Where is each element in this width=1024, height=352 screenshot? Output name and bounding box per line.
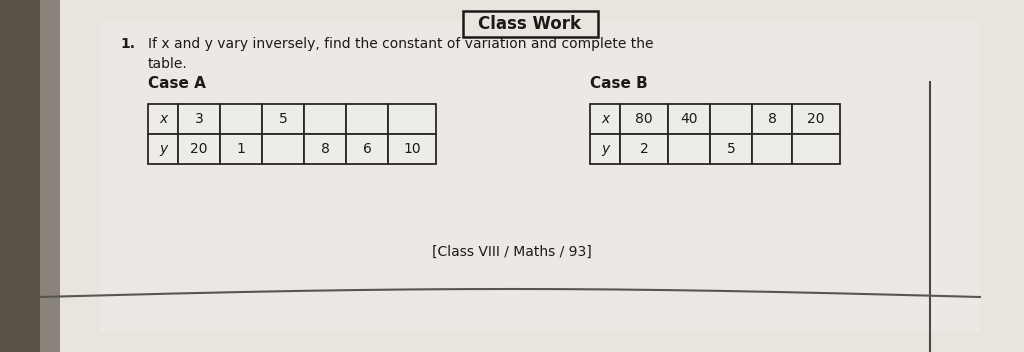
Bar	[590, 134, 620, 164]
Bar	[304, 134, 346, 164]
Bar	[100, 22, 980, 332]
Bar	[590, 104, 620, 134]
Bar	[220, 134, 262, 164]
Bar	[620, 134, 668, 164]
Text: 5: 5	[727, 142, 735, 156]
Bar	[668, 134, 710, 164]
Bar	[752, 134, 792, 164]
Bar	[792, 134, 840, 164]
Text: x: x	[159, 112, 167, 126]
Text: If x and y vary inversely, find the constant of variation and complete the: If x and y vary inversely, find the cons…	[148, 37, 653, 51]
Text: 3: 3	[195, 112, 204, 126]
Bar	[620, 104, 668, 134]
Bar	[388, 134, 436, 164]
Bar	[304, 104, 346, 134]
Bar	[262, 104, 304, 134]
Bar	[262, 134, 304, 164]
Bar	[463, 11, 597, 37]
Text: 10: 10	[403, 142, 421, 156]
Text: y: y	[159, 142, 167, 156]
Bar	[148, 104, 178, 134]
Text: 8: 8	[768, 112, 776, 126]
Bar	[220, 104, 262, 134]
Text: 2: 2	[640, 142, 648, 156]
Bar	[148, 134, 178, 164]
Text: [Class VIII / Maths / 93]: [Class VIII / Maths / 93]	[432, 245, 592, 259]
Text: 1: 1	[237, 142, 246, 156]
Bar	[792, 104, 840, 134]
Bar	[346, 104, 388, 134]
Text: 1.: 1.	[120, 37, 135, 51]
Text: x: x	[601, 112, 609, 126]
Bar	[710, 134, 752, 164]
Text: Case B: Case B	[590, 76, 648, 92]
Text: 8: 8	[321, 142, 330, 156]
Bar	[0, 0, 58, 352]
Text: table.: table.	[148, 57, 187, 71]
Text: 5: 5	[279, 112, 288, 126]
Bar	[178, 134, 220, 164]
Bar	[40, 0, 60, 352]
Bar	[710, 104, 752, 134]
Text: 20: 20	[807, 112, 824, 126]
Bar	[178, 104, 220, 134]
Text: 40: 40	[680, 112, 697, 126]
Text: 6: 6	[362, 142, 372, 156]
Bar	[388, 104, 436, 134]
Text: Class Work: Class Work	[478, 15, 582, 33]
Text: 80: 80	[635, 112, 653, 126]
Bar	[668, 104, 710, 134]
Bar	[346, 134, 388, 164]
Text: 20: 20	[190, 142, 208, 156]
Text: Case A: Case A	[148, 76, 206, 92]
Bar	[752, 104, 792, 134]
Text: y: y	[601, 142, 609, 156]
